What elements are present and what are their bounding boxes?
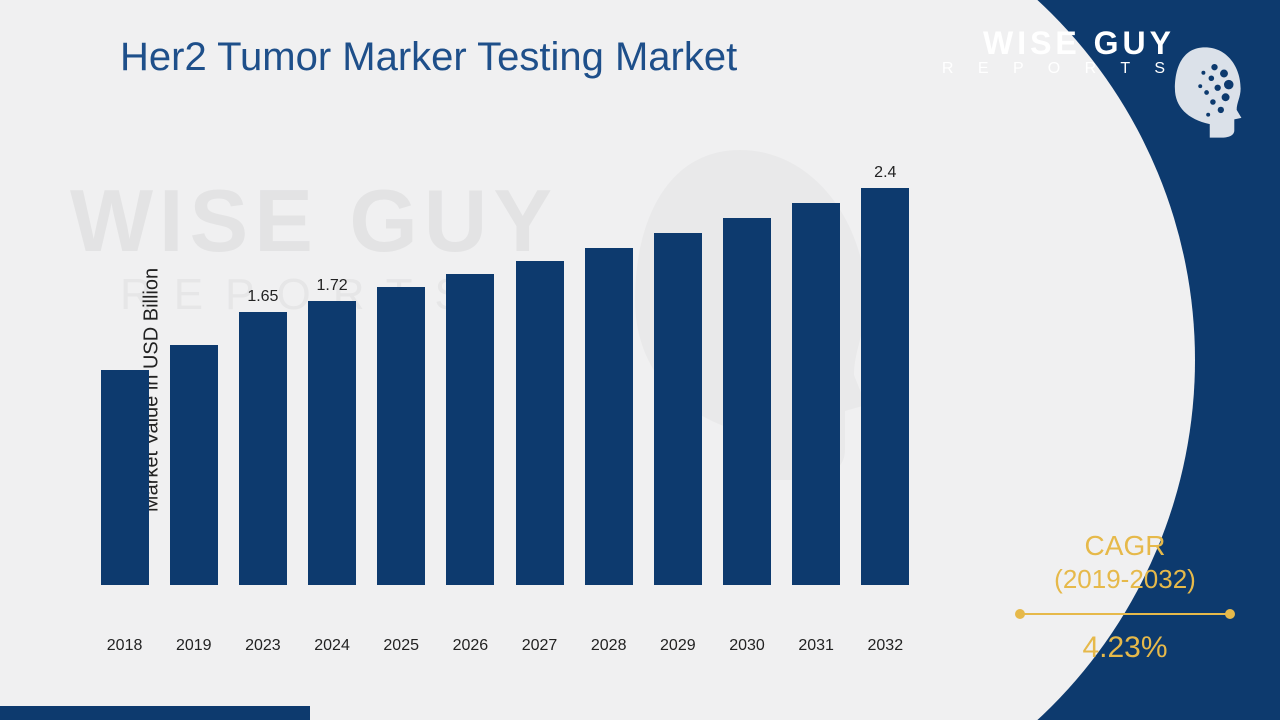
x-tick-label: 2026 [446,637,494,655]
bar-column [723,218,771,585]
bar-rect [239,312,287,585]
bar-column [170,345,218,585]
bars-container: 1.65 1.72 2.4 [90,155,920,585]
bar-rect [792,203,840,585]
bar-rect [654,233,702,585]
bar-value-label: 2.4 [874,164,896,182]
cagr-divider [1020,613,1230,615]
bar-rect [861,188,909,585]
x-tick-label: 2032 [861,637,909,655]
bar-rect [308,301,356,585]
bar-column: 2.4 [861,188,909,585]
logo-text-main: WISE GUY [942,25,1175,62]
bar-column [101,370,149,585]
bar-column [377,287,425,585]
bar-rect [723,218,771,585]
x-axis-labels: 2018 2019 2023 2024 2025 2026 2027 2028 2029 2030… [90,637,920,655]
bar-column: 1.72 [308,301,356,585]
x-tick-label: 2031 [792,637,840,655]
bar-value-label: 1.65 [247,288,278,306]
x-tick-label: 2025 [377,637,425,655]
bar-rect [170,345,218,585]
x-tick-label: 2027 [516,637,564,655]
bar-column [585,248,633,585]
chart-title: Her2 Tumor Marker Testing Market [120,35,737,80]
bar-rect [585,248,633,585]
chart-area: Market Value in USD Billion 1.651.722.4 … [40,155,920,625]
bar-rect [446,274,494,585]
logo-block: WISE GUY R E P O R T S [942,25,1255,78]
plot-region: 1.65 1.72 2.4 [90,155,920,585]
bottom-accent-bar [0,706,310,720]
x-tick-label: 2028 [585,637,633,655]
x-tick-label: 2018 [101,637,149,655]
page-root: WISE GUY REPORTS Her2 Tumor Marker Testi… [0,0,1280,720]
cagr-label: CAGR [1010,530,1240,562]
x-tick-label: 2024 [308,637,356,655]
bar-column: 1.65 [239,312,287,585]
bar-column [792,203,840,585]
bar-rect [377,287,425,585]
bar-column [654,233,702,585]
bar-column [516,261,564,585]
cagr-years: (2019-2032) [1010,564,1240,595]
x-tick-label: 2023 [239,637,287,655]
bar-rect [101,370,149,585]
bar-value-label: 1.72 [316,277,347,295]
bar-column [446,274,494,585]
x-tick-label: 2030 [723,637,771,655]
x-tick-label: 2029 [654,637,702,655]
cagr-block: CAGR (2019-2032) 4.23% [1010,530,1240,665]
logo-text-sub: R E P O R T S [942,60,1175,78]
x-tick-label: 2019 [170,637,218,655]
bar-rect [516,261,564,585]
cagr-value: 4.23% [1010,631,1240,665]
